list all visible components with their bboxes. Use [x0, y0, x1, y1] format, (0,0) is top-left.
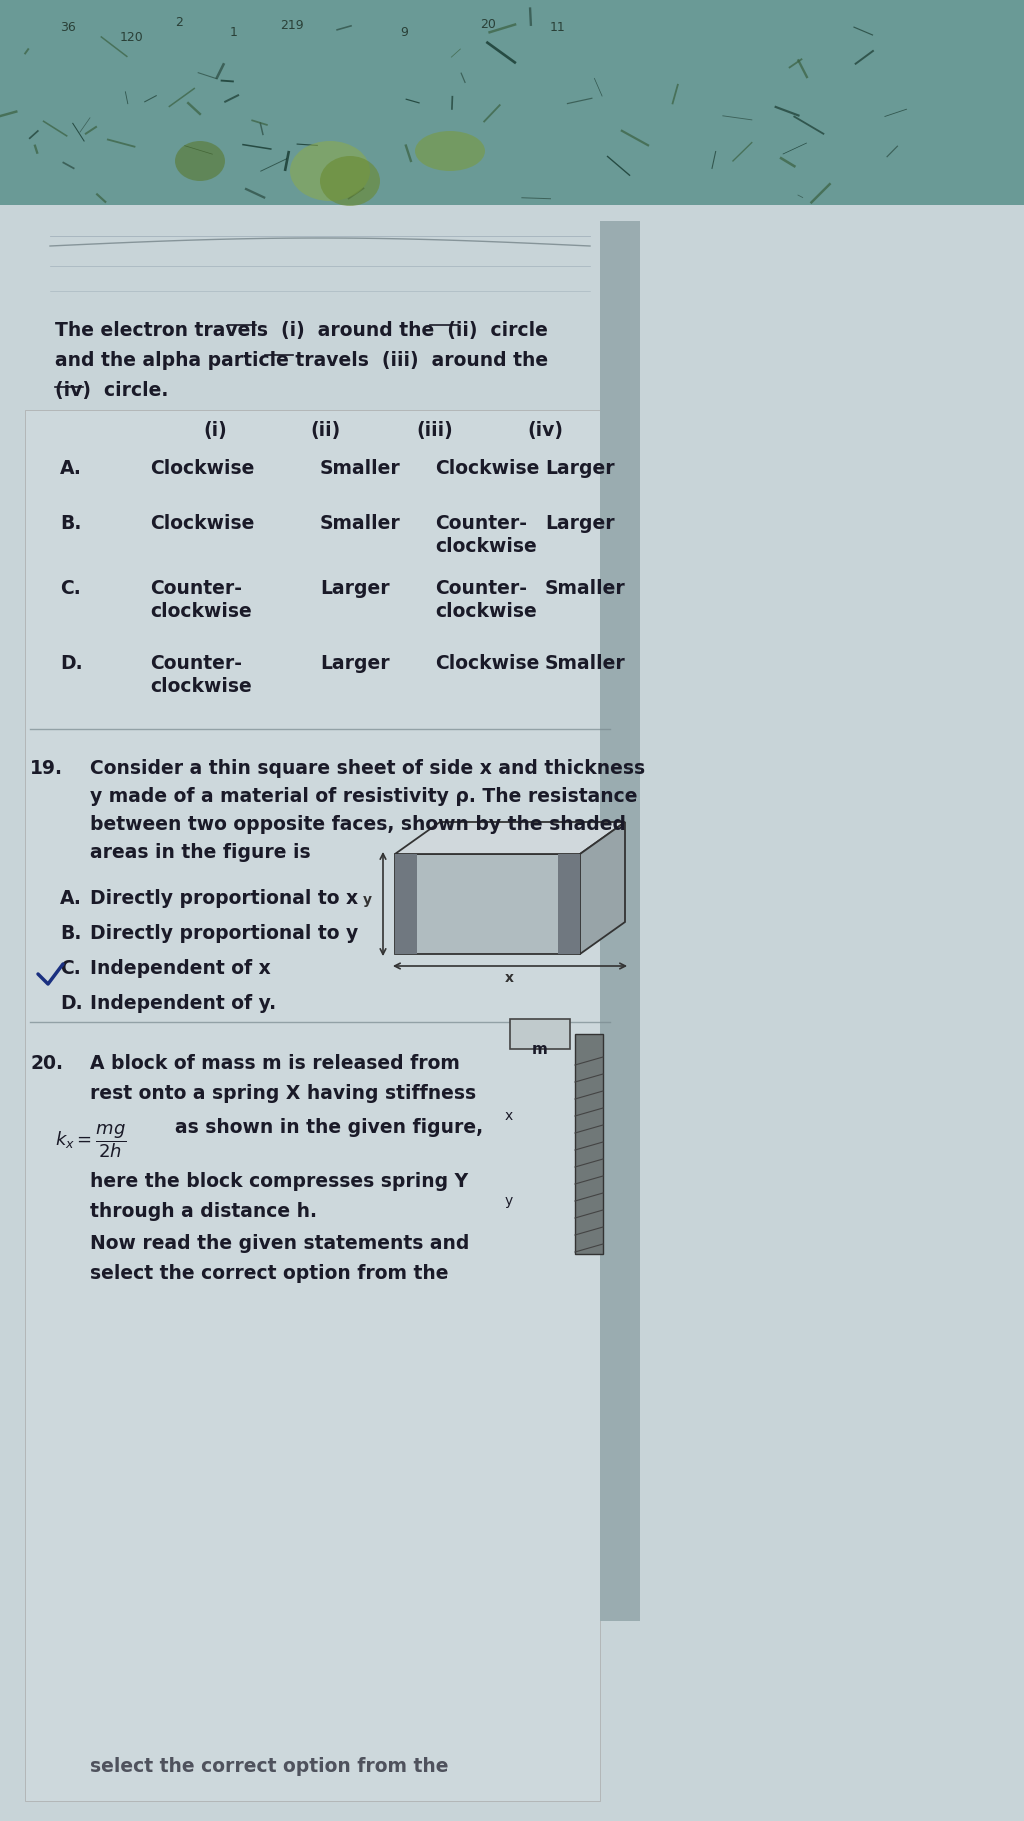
- Text: select the correct option from the: select the correct option from the: [90, 1757, 449, 1775]
- Bar: [395, 854, 580, 954]
- Text: Directly proportional to x: Directly proportional to x: [90, 889, 358, 909]
- Text: The electron travels  (i)  around the  (ii)  circle: The electron travels (i) around the (ii)…: [55, 320, 548, 341]
- Text: 36: 36: [60, 22, 76, 35]
- Text: Clockwise: Clockwise: [150, 459, 254, 477]
- Bar: [510, 1020, 570, 1049]
- Bar: [0, 0, 1024, 206]
- Text: 20.: 20.: [30, 1054, 63, 1073]
- Text: 11: 11: [550, 22, 565, 35]
- Text: (ii): (ii): [310, 421, 340, 441]
- Text: A.: A.: [60, 459, 82, 477]
- Text: 19.: 19.: [30, 759, 63, 778]
- Text: Larger: Larger: [545, 514, 614, 534]
- Text: Clockwise: Clockwise: [435, 459, 540, 477]
- Ellipse shape: [290, 140, 370, 200]
- Text: Directly proportional to y: Directly proportional to y: [90, 923, 358, 943]
- Text: Counter-
clockwise: Counter- clockwise: [435, 514, 537, 555]
- Text: Smaller: Smaller: [545, 579, 626, 597]
- Text: 219: 219: [280, 18, 304, 33]
- Text: Smaller: Smaller: [319, 514, 400, 534]
- Text: y made of a material of resistivity ρ. The resistance: y made of a material of resistivity ρ. T…: [90, 787, 638, 807]
- Text: here the block compresses spring Y: here the block compresses spring Y: [90, 1173, 468, 1191]
- Ellipse shape: [319, 157, 380, 206]
- Text: Larger: Larger: [319, 654, 389, 674]
- Bar: [600, 220, 640, 1621]
- Text: Counter-
clockwise: Counter- clockwise: [150, 654, 252, 696]
- Text: Smaller: Smaller: [319, 459, 400, 477]
- Text: Now read the given statements and: Now read the given statements and: [90, 1235, 469, 1253]
- Text: x: x: [505, 971, 513, 985]
- Ellipse shape: [415, 131, 485, 171]
- Text: $k_x = \dfrac{mg}{2h}$: $k_x = \dfrac{mg}{2h}$: [55, 1122, 126, 1160]
- Text: 20: 20: [480, 18, 496, 31]
- Text: D.: D.: [60, 654, 83, 674]
- Text: Independent of y.: Independent of y.: [90, 994, 276, 1012]
- Text: D.: D.: [60, 994, 83, 1012]
- Text: y: y: [505, 1195, 513, 1207]
- Text: y: y: [362, 892, 372, 907]
- Text: (iv): (iv): [527, 421, 563, 441]
- Text: through a distance h.: through a distance h.: [90, 1202, 317, 1222]
- Text: 120: 120: [120, 31, 143, 44]
- Text: as shown in the given figure,: as shown in the given figure,: [175, 1118, 483, 1136]
- Text: (i): (i): [203, 421, 227, 441]
- Text: between two opposite faces, shown by the shaded: between two opposite faces, shown by the…: [90, 816, 626, 834]
- Bar: [25, 410, 600, 1801]
- Bar: [395, 854, 417, 954]
- Bar: [558, 854, 580, 954]
- Text: 1: 1: [230, 25, 238, 38]
- Text: B.: B.: [60, 514, 81, 534]
- Text: Counter-
clockwise: Counter- clockwise: [150, 579, 252, 621]
- Text: areas in the figure is: areas in the figure is: [90, 843, 310, 861]
- Text: 9: 9: [400, 25, 408, 38]
- Text: (iv)  circle.: (iv) circle.: [55, 381, 168, 401]
- Text: Counter-
clockwise: Counter- clockwise: [435, 579, 537, 621]
- Text: Larger: Larger: [319, 579, 389, 597]
- Text: Independent of x: Independent of x: [90, 960, 270, 978]
- Ellipse shape: [175, 140, 225, 180]
- Text: A.: A.: [60, 889, 82, 909]
- Text: rest onto a spring X having stiffness: rest onto a spring X having stiffness: [90, 1083, 476, 1104]
- Text: Consider a thin square sheet of side x and thickness: Consider a thin square sheet of side x a…: [90, 759, 645, 778]
- Text: Clockwise: Clockwise: [435, 654, 540, 674]
- Text: Larger: Larger: [545, 459, 614, 477]
- Text: A block of mass m is released from: A block of mass m is released from: [90, 1054, 460, 1073]
- Text: Clockwise: Clockwise: [150, 514, 254, 534]
- Text: and the alpha particle travels  (iii)  around the: and the alpha particle travels (iii) aro…: [55, 351, 548, 370]
- Text: select the correct option from the: select the correct option from the: [90, 1264, 449, 1284]
- Text: m: m: [532, 1042, 548, 1056]
- Polygon shape: [395, 821, 625, 854]
- Text: Smaller: Smaller: [545, 654, 626, 674]
- Polygon shape: [580, 821, 625, 954]
- Text: C.: C.: [60, 960, 81, 978]
- Bar: [575, 1034, 603, 1255]
- Text: B.: B.: [60, 923, 81, 943]
- Text: x: x: [505, 1109, 513, 1124]
- Text: 2: 2: [175, 16, 183, 29]
- Text: (iii): (iii): [417, 421, 454, 441]
- Text: C.: C.: [60, 579, 81, 597]
